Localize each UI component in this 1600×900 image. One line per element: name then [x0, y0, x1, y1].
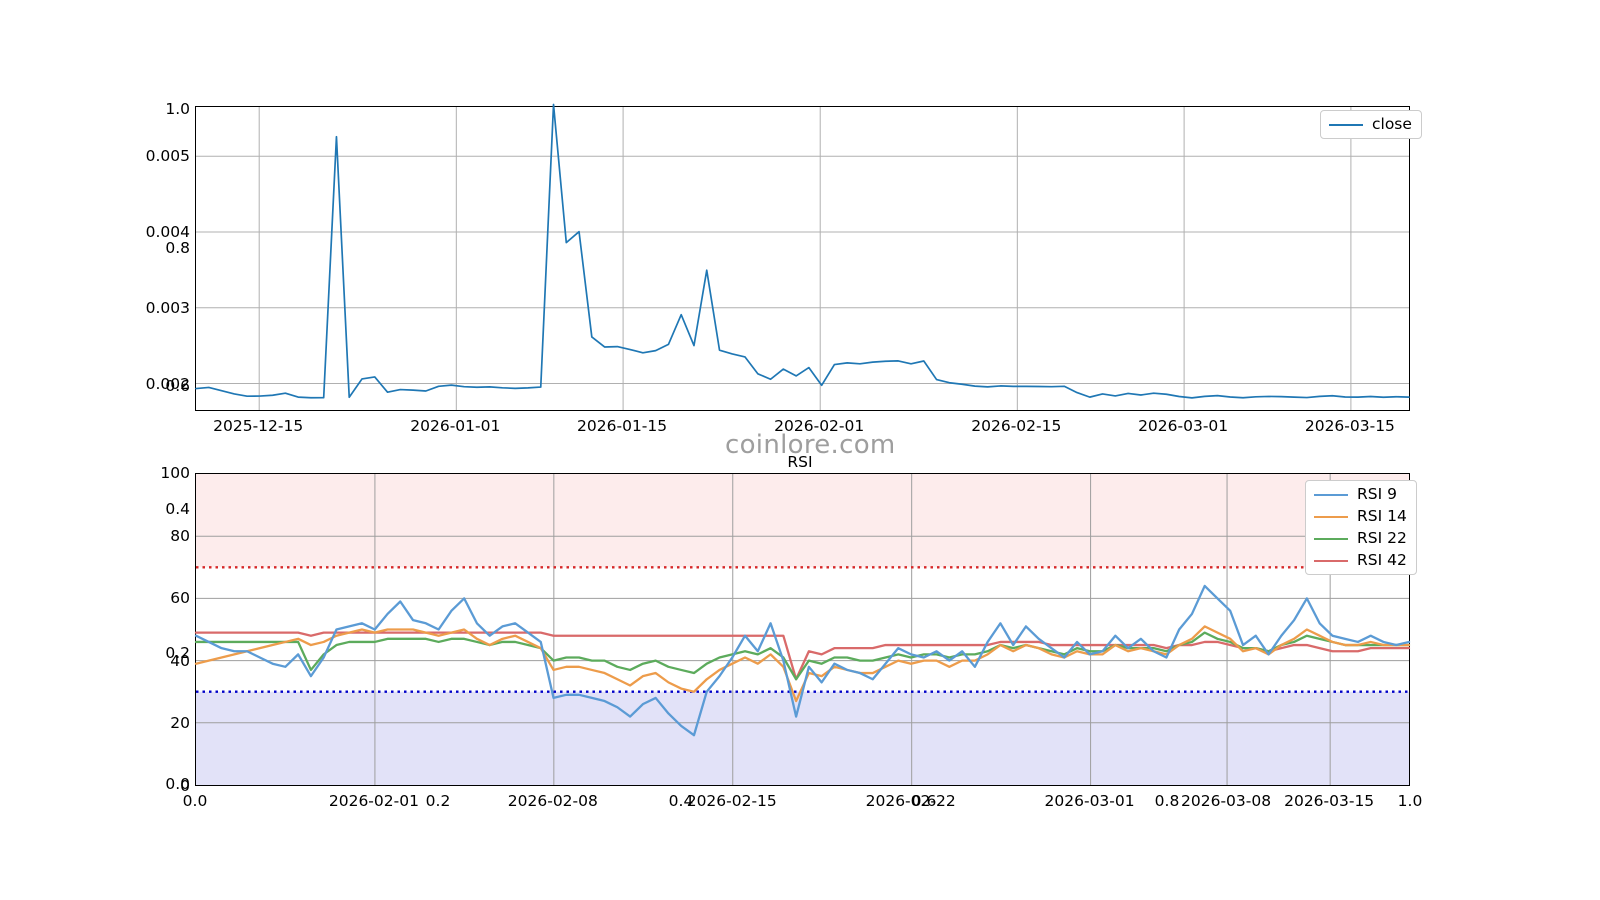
close-price-line: [195, 103, 1410, 399]
legend-label: RSI 9: [1357, 484, 1397, 503]
legend-item[interactable]: RSI 42: [1314, 552, 1407, 569]
axis-tick-label: 20: [170, 714, 190, 733]
axis-tick-label: 0: [180, 777, 190, 795]
axis-tick-label: 2026-02-08: [507, 792, 598, 810]
axis-tick-label: 0.6: [165, 377, 190, 395]
axis-tick-label: 60: [170, 589, 190, 608]
rsi-line-rsi-22: [194, 631, 1411, 681]
axis-tick-label: 0.005: [145, 146, 190, 165]
axis-tick-label: 0.8: [1154, 792, 1180, 810]
axis-tick-label: 2026-02-01: [774, 417, 865, 435]
axis-tick-label: 0.6: [911, 792, 937, 810]
legend-color-swatch: [1314, 493, 1348, 496]
axis-tick-label: 1.0: [1397, 792, 1423, 810]
axis-tick-label: 80: [170, 526, 190, 545]
axis-tick-label: 0.0: [165, 775, 190, 793]
price-plot-area: [195, 103, 1410, 411]
rsi-line-svg: [194, 474, 1411, 785]
price-line-svg: [195, 103, 1410, 410]
axis-tick-label: 0.4: [668, 792, 694, 810]
rsi-plot-area: [194, 473, 1411, 786]
coinlore-watermark: coinlore.com: [725, 430, 896, 460]
overbought-band: [196, 474, 1409, 568]
legend-color-swatch: [1329, 123, 1363, 126]
axis-tick-label: 2026-02-15: [971, 417, 1062, 435]
rsi-panel-title: RSI: [787, 453, 813, 471]
legend-item[interactable]: close: [1329, 116, 1412, 133]
legend-label: RSI 42: [1357, 550, 1407, 569]
axis-tick-label: 2026-03-01: [1138, 417, 1229, 435]
legend-color-swatch: [1314, 537, 1348, 540]
axis-tick-label: 2026-03-15: [1284, 792, 1375, 810]
axis-tick-label: 2026-01-15: [577, 417, 668, 435]
axis-tick-label: 0.0: [182, 792, 208, 810]
legend-color-swatch: [1314, 559, 1348, 562]
axis-tick-label: 0.2: [425, 792, 451, 810]
legend-label: RSI 22: [1357, 528, 1407, 547]
axis-tick-label: 0.002: [145, 375, 190, 394]
legend-label: RSI 14: [1357, 506, 1407, 525]
rsi-line-rsi-9: [194, 584, 1411, 737]
axis-tick-label: 2026-02-01: [328, 792, 419, 810]
legend-item[interactable]: RSI 9: [1314, 486, 1407, 503]
axis-tick-label: 0.2: [165, 644, 190, 662]
legend-item[interactable]: RSI 14: [1314, 508, 1407, 525]
axis-tick-label: 0.8: [165, 239, 190, 257]
rsi-line-rsi-42: [194, 631, 1411, 681]
rsi-legend[interactable]: RSI 9 RSI 14 RSI 22 RSI 42: [1305, 480, 1417, 575]
axis-tick-label: 2026-03-08: [1181, 792, 1272, 810]
axis-tick-label: 2026-03-15: [1304, 417, 1395, 435]
axis-tick-label: 2026-02-15: [686, 792, 777, 810]
axis-tick-label: 100: [160, 464, 190, 482]
legend-label: close: [1372, 114, 1412, 133]
legend-color-swatch: [1314, 515, 1348, 518]
axis-tick-label: 1.0: [165, 100, 190, 118]
rsi-line-rsi-14: [194, 625, 1411, 703]
axis-tick-label: 0.004: [145, 222, 190, 241]
axis-tick-label: 40: [170, 651, 190, 670]
axis-tick-label: 2026-03-01: [1044, 792, 1135, 810]
oversold-band: [196, 691, 1409, 785]
axis-tick-label: 0.4: [165, 500, 190, 518]
price-legend[interactable]: close: [1320, 110, 1422, 139]
axis-tick-label: 2026-02-22: [865, 792, 956, 810]
axis-tick-label: 0.003: [145, 299, 190, 318]
axis-tick-label: 2025-12-15: [213, 417, 304, 435]
legend-item[interactable]: RSI 22: [1314, 530, 1407, 547]
axis-tick-label: 2026-01-01: [410, 417, 501, 435]
